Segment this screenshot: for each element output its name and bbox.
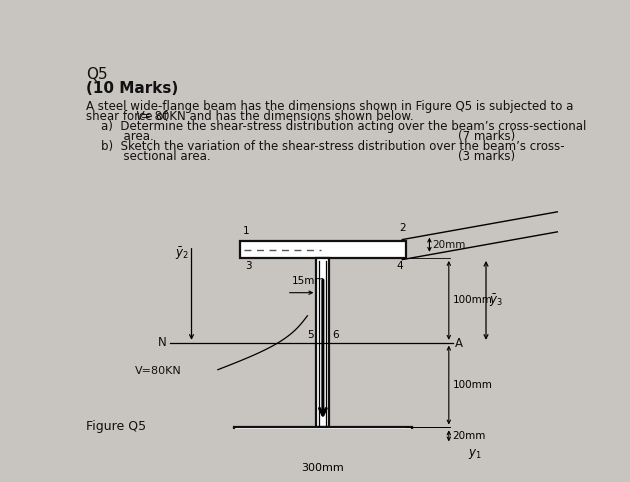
Text: 15mm: 15mm <box>292 276 325 286</box>
Text: 100mm: 100mm <box>453 380 493 390</box>
Text: N: N <box>158 336 167 349</box>
Text: V=80KN: V=80KN <box>135 366 181 376</box>
Text: 20mm: 20mm <box>453 431 486 441</box>
Text: 2: 2 <box>399 223 406 233</box>
Text: shear force of: shear force of <box>86 110 172 123</box>
Text: A: A <box>455 337 463 350</box>
Text: (3 marks): (3 marks) <box>459 150 515 163</box>
Text: Q5: Q5 <box>86 67 108 82</box>
Text: V: V <box>135 110 143 123</box>
Text: b)  Sketch the variation of the shear-stress distribution over the beam’s cross-: b) Sketch the variation of the shear-str… <box>86 140 565 153</box>
Text: = 80KN and has the dimensions shown below.: = 80KN and has the dimensions shown belo… <box>140 110 413 123</box>
Text: $\bar{y}_3$: $\bar{y}_3$ <box>489 292 503 308</box>
Text: a)  Determine the shear-stress distribution acting over the beam’s cross-section: a) Determine the shear-stress distributi… <box>86 120 587 133</box>
Text: 4: 4 <box>397 261 403 271</box>
Bar <box>239 241 406 258</box>
Text: (10 Marks): (10 Marks) <box>86 81 179 96</box>
Text: sectional area.: sectional area. <box>86 150 211 163</box>
Bar <box>234 428 412 444</box>
Text: 3: 3 <box>246 261 252 271</box>
Text: area.: area. <box>86 130 154 143</box>
Text: $\bar{y}_2$: $\bar{y}_2$ <box>175 245 188 262</box>
Text: A steel wide-flange beam has the dimensions shown in Figure Q5 is subjected to a: A steel wide-flange beam has the dimensi… <box>86 100 574 113</box>
Text: (7 marks): (7 marks) <box>459 130 516 143</box>
Text: 300mm: 300mm <box>302 463 344 473</box>
Text: Figure Q5: Figure Q5 <box>86 420 147 433</box>
Bar <box>316 258 329 428</box>
Text: 5: 5 <box>307 330 314 340</box>
Text: 1: 1 <box>243 227 249 237</box>
Text: 100mm: 100mm <box>453 295 493 306</box>
Text: 20mm: 20mm <box>433 240 466 250</box>
Text: 6: 6 <box>332 330 338 340</box>
Text: $y_1$: $y_1$ <box>468 447 481 461</box>
